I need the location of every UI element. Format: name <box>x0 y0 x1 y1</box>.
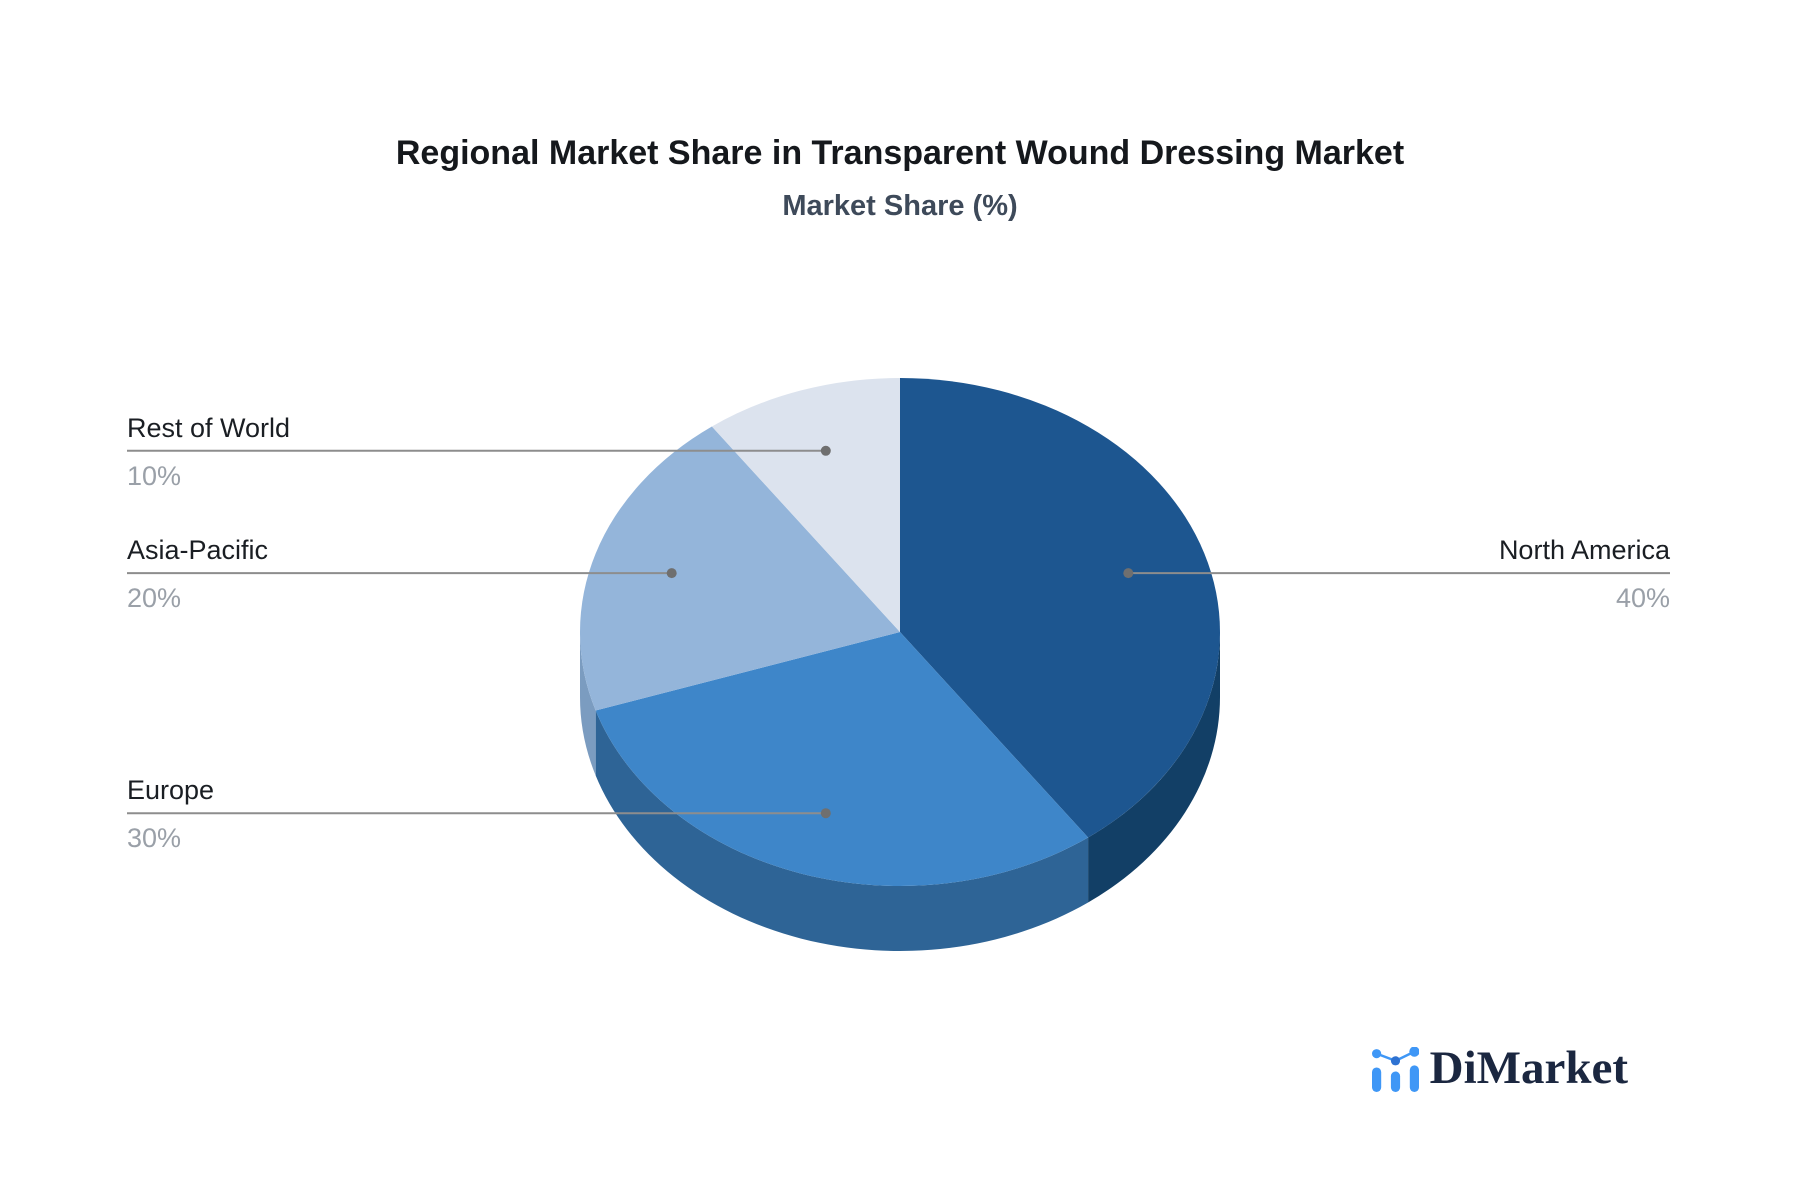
pie-slice-asia-pacific[interactable] <box>579 426 900 711</box>
leader-dot-asia-pacific <box>666 568 677 579</box>
slice-label-north-america: North America <box>1498 535 1670 566</box>
slice-label-europe: Europe <box>127 775 215 806</box>
slice-value-north-america: 40% <box>1615 583 1670 614</box>
leader-dot-north-america <box>1123 568 1134 579</box>
bar-chart-logo-icon <box>1371 1047 1419 1092</box>
brand-name: DiMarket <box>1429 1042 1628 1094</box>
slice-value-rest-of-world: 10% <box>127 460 182 491</box>
slice-label-rest-of-world: Rest of World <box>127 412 291 443</box>
slice-value-asia-pacific: 20% <box>127 583 182 614</box>
pie-slice-europe[interactable] <box>595 632 1089 887</box>
pie-slice-side-europe <box>595 710 1089 951</box>
pie-slice-side-north-america <box>1088 632 1220 903</box>
slice-label-asia-pacific: Asia-Pacific <box>127 535 269 566</box>
leader-dot-europe <box>820 808 831 819</box>
chart-subtitle: Market Share (%) <box>782 190 1018 222</box>
pie-slice-north-america[interactable] <box>900 378 1220 838</box>
chart-title: Regional Market Share in Transparent Wou… <box>395 134 1405 172</box>
slice-value-europe: 30% <box>127 823 182 854</box>
pie-slice-side-asia-pacific <box>579 632 596 776</box>
pie-slice-rest-of-world[interactable] <box>711 378 900 632</box>
dimarket-logo: DiMarket <box>1371 1042 1628 1094</box>
leader-dot-rest-of-world <box>820 445 831 456</box>
